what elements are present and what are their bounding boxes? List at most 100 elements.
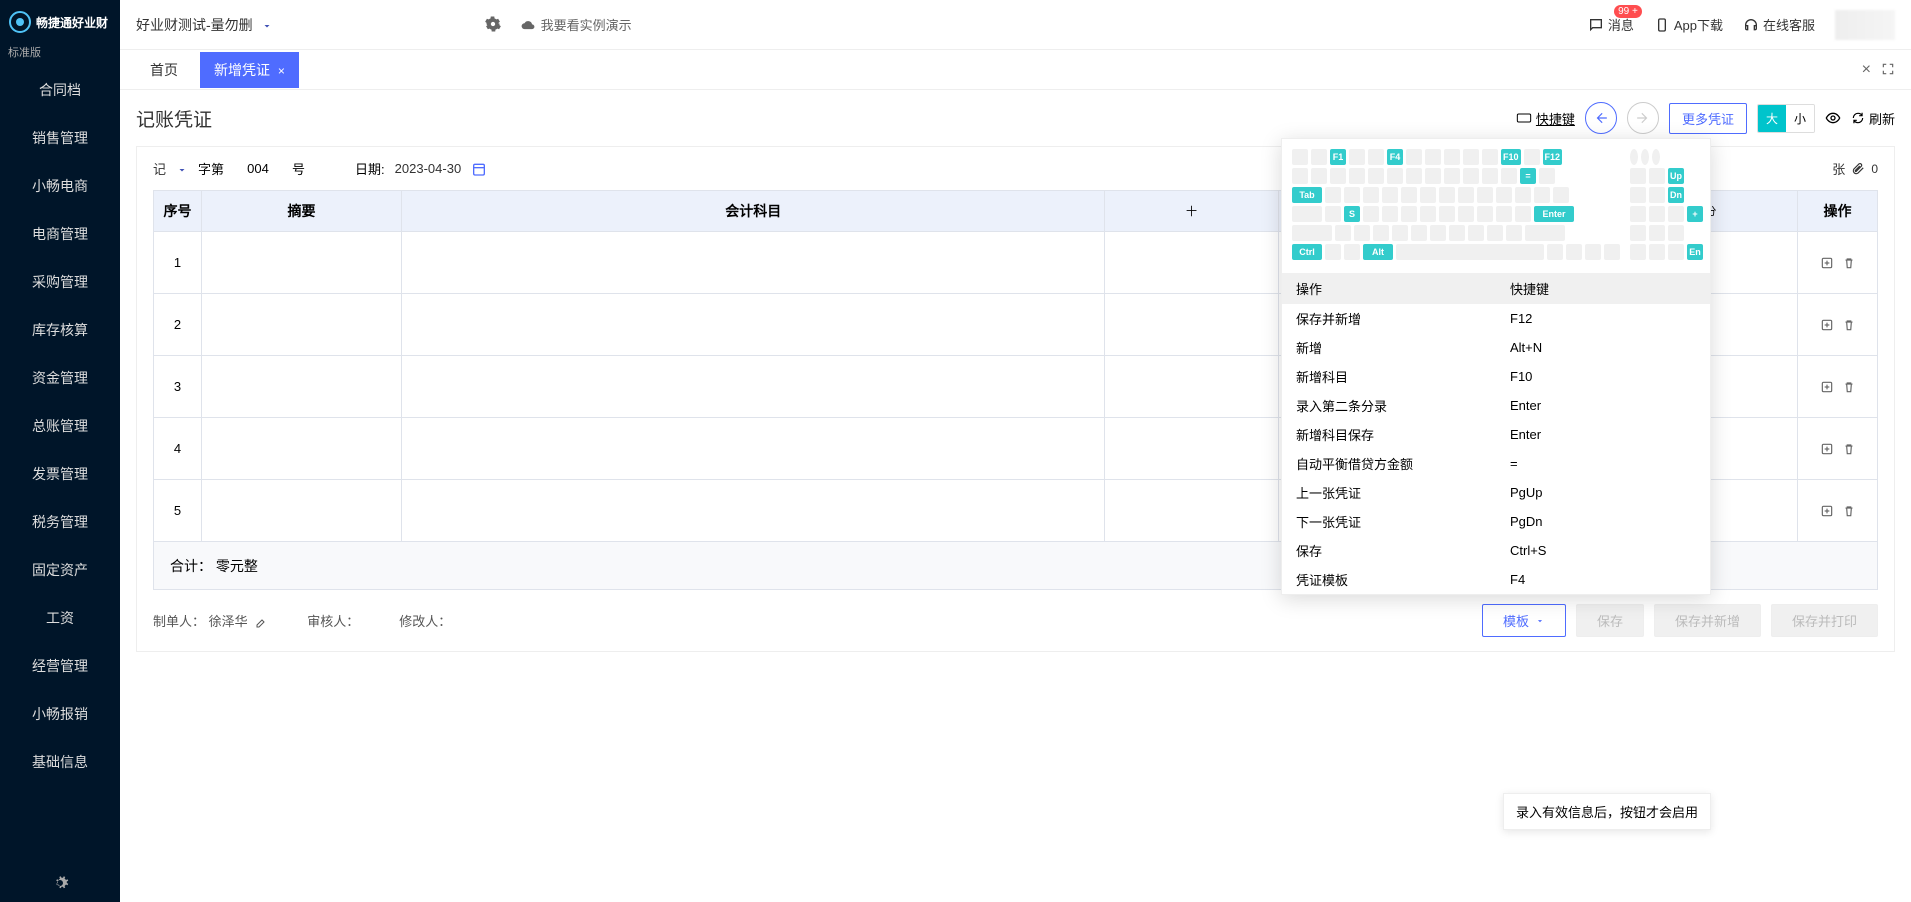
- delete-row-icon[interactable]: [1842, 379, 1856, 395]
- topbar-right: 消息 99 + App下载 在线客服: [1588, 10, 1895, 40]
- delete-row-icon[interactable]: [1842, 317, 1856, 333]
- app-download-action[interactable]: App下载: [1654, 15, 1723, 34]
- summary-cell[interactable]: [202, 294, 402, 356]
- sidebar-item-4[interactable]: 采购管理: [0, 258, 120, 306]
- subject-cell[interactable]: [402, 294, 1105, 356]
- row-action-cell: [1798, 356, 1878, 418]
- settings-icon[interactable]: [485, 16, 501, 34]
- sidebar-item-2[interactable]: 小畅电商: [0, 162, 120, 210]
- shortcut-link[interactable]: 快捷键: [1516, 109, 1575, 128]
- close-icon[interactable]: ×: [278, 64, 285, 78]
- tab-home[interactable]: 首页: [136, 52, 192, 88]
- sidebar-item-12[interactable]: 经营管理: [0, 642, 120, 690]
- subject-cell[interactable]: [402, 356, 1105, 418]
- sidebar-item-10[interactable]: 固定资产: [0, 546, 120, 594]
- summary-cell[interactable]: [202, 356, 402, 418]
- page-title: 记账凭证: [136, 105, 212, 132]
- delete-row-icon[interactable]: [1842, 255, 1856, 271]
- shortcut-row: 录入第二条分录Enter: [1282, 391, 1710, 420]
- online-service-action[interactable]: 在线客服: [1743, 15, 1815, 34]
- shortcut-key: Ctrl+S: [1496, 536, 1710, 565]
- sidebar-item-7[interactable]: 总账管理: [0, 402, 120, 450]
- attachment-icon[interactable]: [1851, 161, 1865, 177]
- size-small-button[interactable]: 小: [1786, 105, 1814, 132]
- col-action: 操作: [1798, 191, 1878, 232]
- summary-cell[interactable]: [202, 232, 402, 294]
- save-new-button: 保存并新增: [1654, 604, 1761, 637]
- message-action[interactable]: 消息 99 +: [1588, 15, 1634, 34]
- shortcut-row: 保存并新增F12: [1282, 304, 1710, 333]
- chevron-down-icon: [1535, 616, 1545, 626]
- add-row-icon[interactable]: [1820, 503, 1834, 519]
- keyboard-visual: F1 F4 F10 F12 = Tab S Enter: [1282, 139, 1710, 273]
- app-logo-text: 畅捷通好业财: [36, 14, 108, 31]
- sidebar-item-1[interactable]: 销售管理: [0, 114, 120, 162]
- row-idx: 1: [154, 232, 202, 294]
- add-row-icon[interactable]: [1820, 255, 1834, 271]
- sidebar-item-11[interactable]: 工资: [0, 594, 120, 642]
- cloud-icon: [521, 18, 535, 32]
- sidebar-item-13[interactable]: 小畅报销: [0, 690, 120, 738]
- refresh-button[interactable]: 刷新: [1851, 109, 1895, 128]
- more-vouchers-button[interactable]: 更多凭证: [1669, 103, 1747, 134]
- add-row-icon[interactable]: [1820, 317, 1834, 333]
- date-value[interactable]: 2023-04-30: [395, 161, 462, 176]
- add-row-icon[interactable]: [1820, 441, 1834, 457]
- shortcut-key: Enter: [1496, 420, 1710, 449]
- sidebar-item-14[interactable]: 基础信息: [0, 738, 120, 786]
- row-action-cell: [1798, 418, 1878, 480]
- template-button[interactable]: 模板: [1482, 604, 1566, 637]
- amt-cell[interactable]: [1105, 418, 1278, 480]
- size-big-button[interactable]: 大: [1758, 105, 1786, 132]
- shortcut-row: 下一张凭证PgDn: [1282, 507, 1710, 536]
- sidebar-item-0[interactable]: 合同档: [0, 66, 120, 114]
- voucher-type-dropdown[interactable]: [176, 161, 188, 176]
- fullscreen-icon[interactable]: [1881, 61, 1895, 79]
- next-voucher-button[interactable]: [1627, 102, 1659, 134]
- avatar[interactable]: [1835, 10, 1895, 40]
- subject-cell[interactable]: [402, 232, 1105, 294]
- amt-cell[interactable]: [1105, 480, 1278, 542]
- tabs-row: 首页 新增凭证 × ×: [120, 50, 1911, 90]
- subject-cell[interactable]: [402, 480, 1105, 542]
- subject-cell[interactable]: [402, 418, 1105, 480]
- shortcut-op: 保存并新增: [1282, 304, 1496, 333]
- sidebar-item-5[interactable]: 库存核算: [0, 306, 120, 354]
- voucher-no-input[interactable]: [234, 161, 282, 176]
- version-label: 标准版: [0, 44, 120, 66]
- amt-cell[interactable]: [1105, 356, 1278, 418]
- tab-new-voucher[interactable]: 新增凭证 ×: [200, 52, 299, 88]
- sidebar-item-8[interactable]: 发票管理: [0, 450, 120, 498]
- amt-cell[interactable]: [1105, 294, 1278, 356]
- sidebar-settings-icon[interactable]: [51, 874, 69, 892]
- calendar-icon[interactable]: [471, 160, 487, 177]
- shortcut-op-header: 操作: [1282, 273, 1496, 304]
- shortcut-key: Enter: [1496, 391, 1710, 420]
- sidebar-item-6[interactable]: 资金管理: [0, 354, 120, 402]
- row-action-cell: [1798, 232, 1878, 294]
- summary-cell[interactable]: [202, 480, 402, 542]
- demo-link[interactable]: 我要看实例演示: [521, 15, 632, 34]
- close-all-icon[interactable]: ×: [1862, 61, 1871, 79]
- shortcut-op: 新增: [1282, 333, 1496, 362]
- sidebar-item-9[interactable]: 税务管理: [0, 498, 120, 546]
- shortcut-row: 新增科目保存Enter: [1282, 420, 1710, 449]
- shortcut-op: 自动平衡借贷方金额: [1282, 449, 1496, 478]
- delete-row-icon[interactable]: [1842, 441, 1856, 457]
- summary-cell[interactable]: [202, 418, 402, 480]
- shortcut-op: 凭证模板: [1282, 565, 1496, 594]
- eye-icon[interactable]: [1825, 109, 1841, 127]
- keyboard-icon: [1516, 110, 1532, 126]
- amt-cell[interactable]: [1105, 232, 1278, 294]
- edit-maker-icon[interactable]: [255, 614, 267, 629]
- org-selector[interactable]: 好业财测试-量勿删: [136, 15, 473, 35]
- shortcut-key: F12: [1496, 304, 1710, 333]
- enable-tooltip: 录入有效信息后，按钮才会启用: [1503, 793, 1711, 830]
- shortcut-key: PgDn: [1496, 507, 1710, 536]
- prev-voucher-button[interactable]: [1585, 102, 1617, 134]
- sidebar-item-3[interactable]: 电商管理: [0, 210, 120, 258]
- row-action-cell: [1798, 294, 1878, 356]
- add-row-icon[interactable]: [1820, 379, 1834, 395]
- size-toggle: 大 小: [1757, 104, 1815, 133]
- delete-row-icon[interactable]: [1842, 503, 1856, 519]
